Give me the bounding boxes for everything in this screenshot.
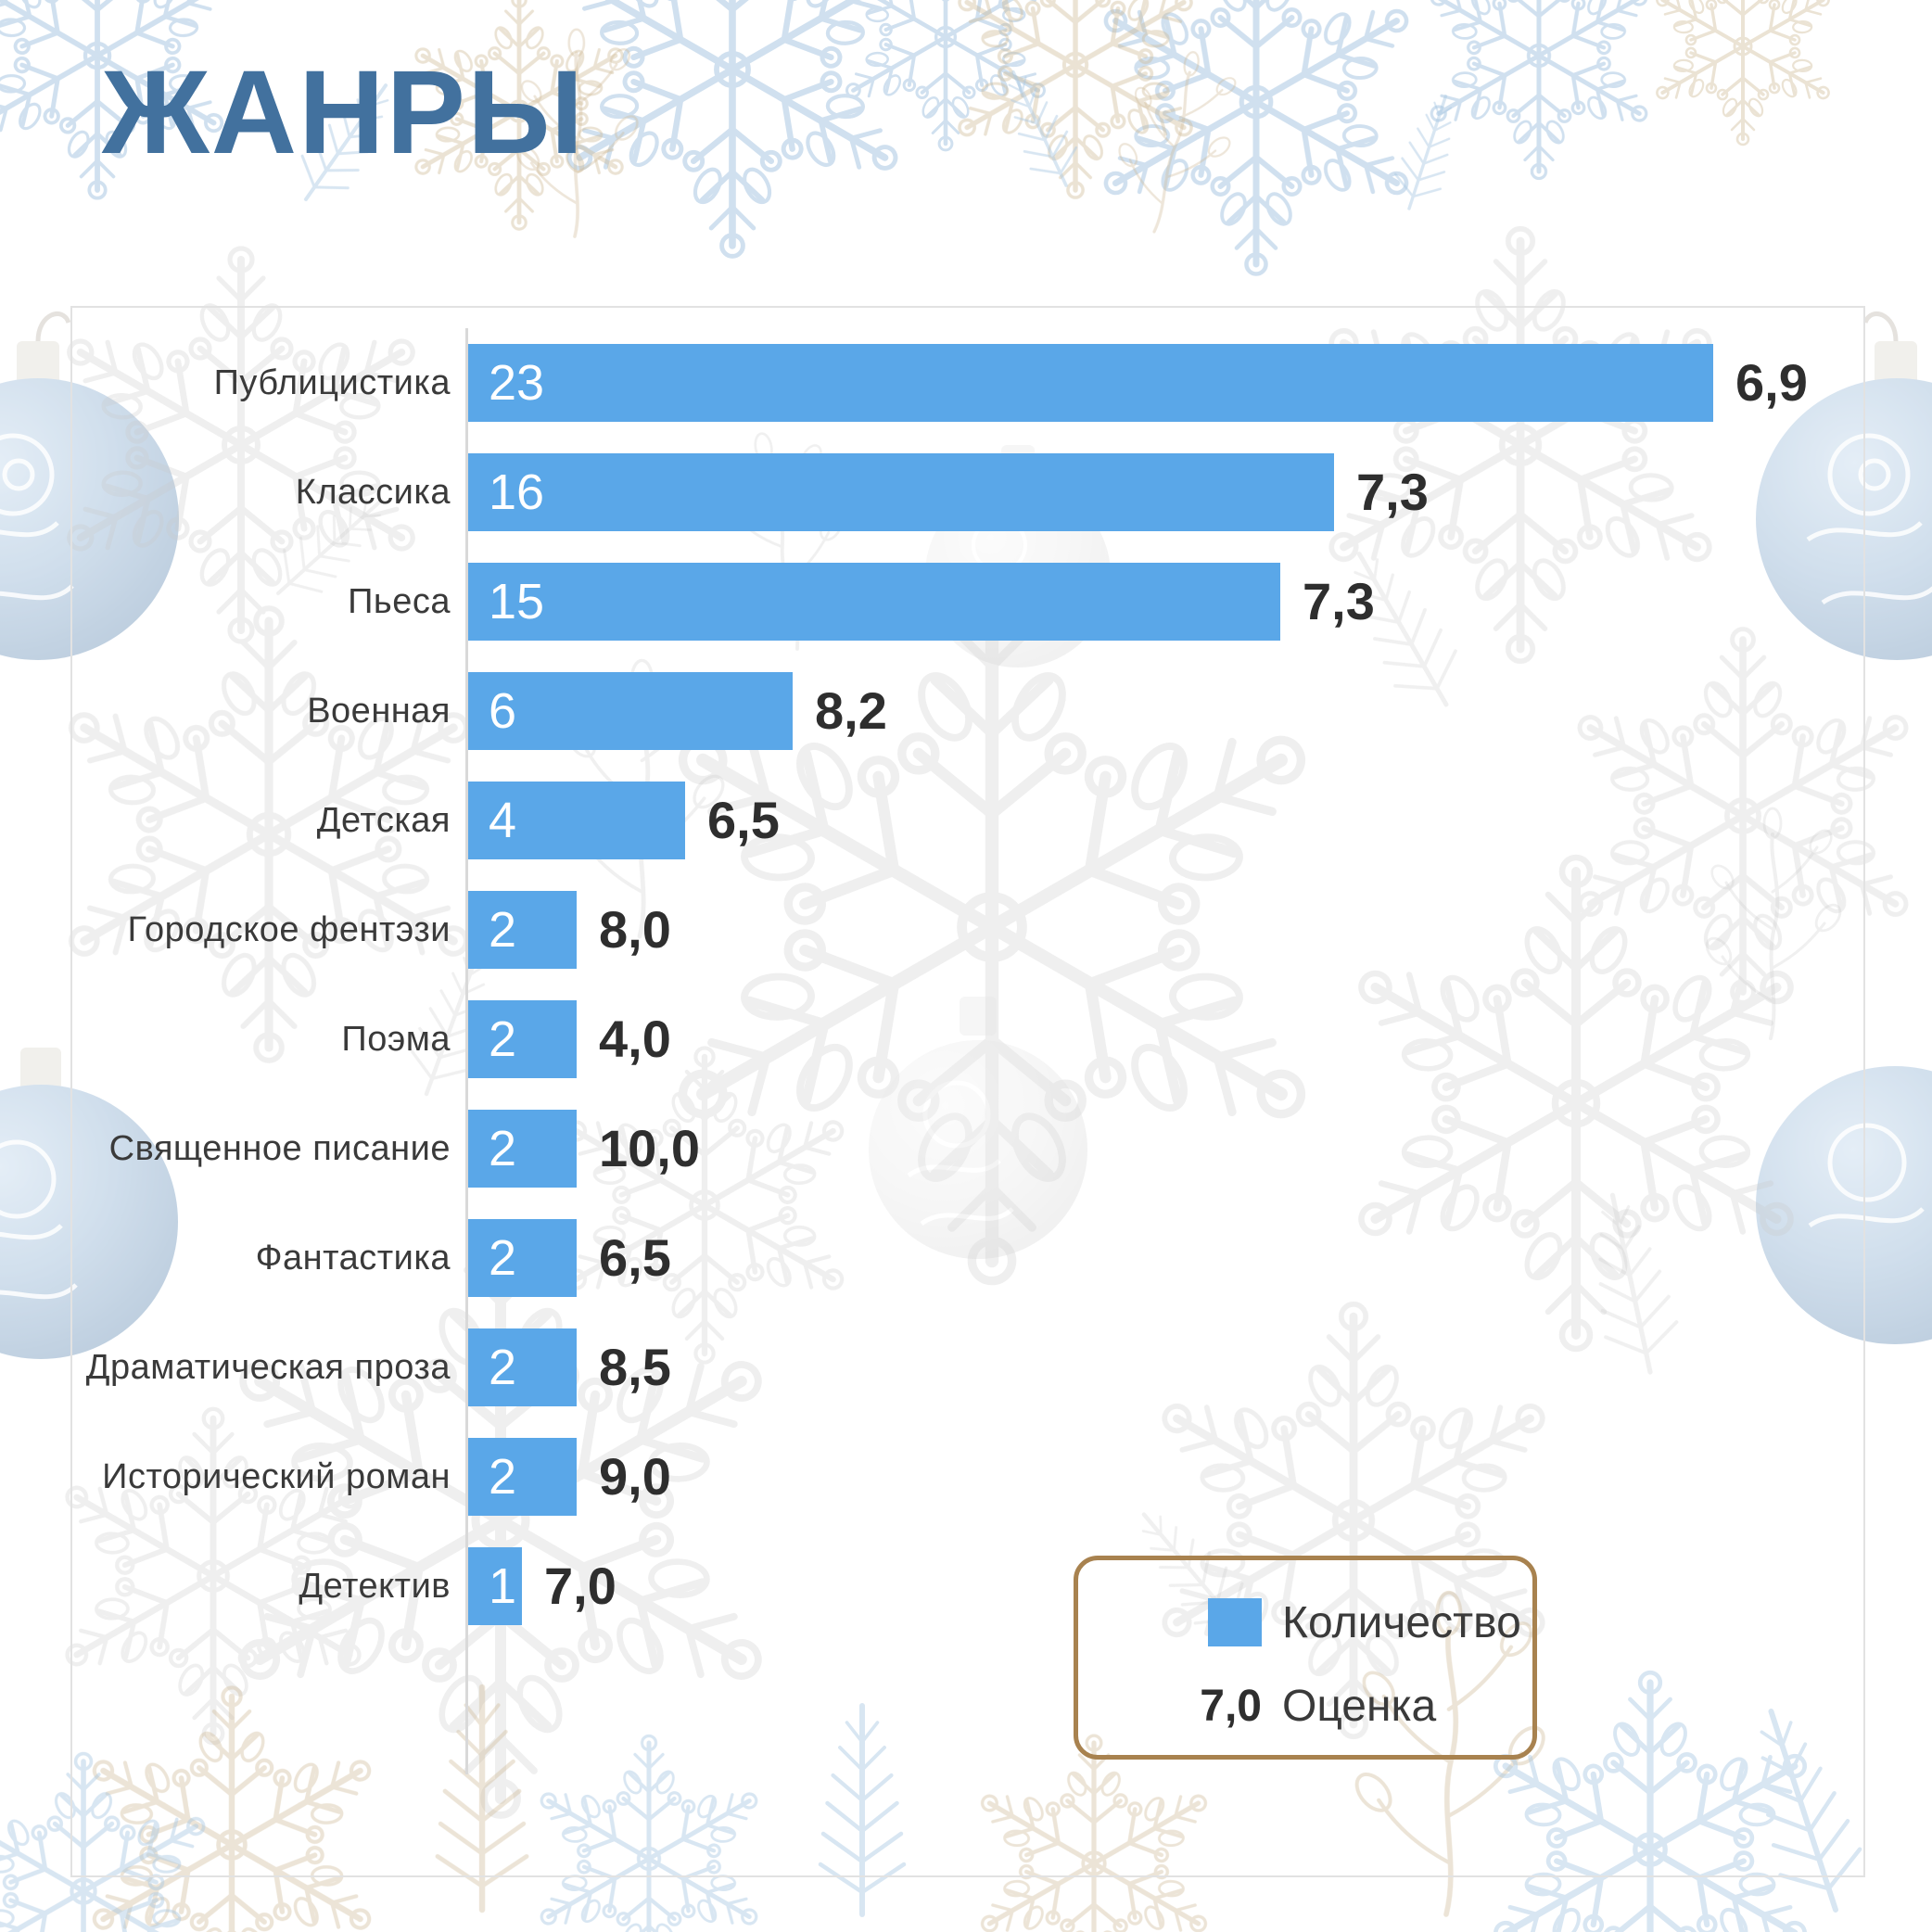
bar-count-value: 2 xyxy=(489,1121,517,1176)
bar-holder: 16 7,3 xyxy=(468,438,1429,547)
legend-item-score: 7,0 Оценка xyxy=(1078,1664,1532,1748)
legend-sample-score: 7,0 xyxy=(1200,1681,1262,1731)
chart-row: Детектив 1 7,0 xyxy=(72,1532,1867,1641)
count-bar[interactable]: 2 xyxy=(468,1219,577,1297)
category-label: Классика xyxy=(295,472,451,512)
score-value: 7,3 xyxy=(1303,572,1375,630)
chart-legend: Количество 7,0 Оценка xyxy=(1074,1556,1537,1760)
count-bar[interactable]: 6 xyxy=(468,672,793,750)
count-bar[interactable]: 2 xyxy=(468,891,577,969)
chart-row: Исторический роман 2 9,0 xyxy=(72,1422,1867,1532)
category-label: Фантастика xyxy=(255,1238,451,1277)
bar-count-value: 1 xyxy=(489,1558,517,1614)
category-label: Военная xyxy=(307,691,451,731)
count-bar[interactable]: 15 xyxy=(468,563,1280,641)
legend-label-score: Оценка xyxy=(1282,1681,1437,1731)
score-value: 10,0 xyxy=(599,1119,700,1177)
bar-holder: 23 6,9 xyxy=(468,328,1808,438)
count-bar[interactable]: 16 xyxy=(468,453,1334,531)
page-title: ЖАНРЫ xyxy=(102,46,586,179)
category-label: Детектив xyxy=(299,1566,451,1606)
category-label: Драматическая проза xyxy=(85,1347,451,1387)
bar-holder: 1 7,0 xyxy=(468,1532,616,1641)
bar-holder: 15 7,3 xyxy=(468,547,1375,656)
legend-key-count xyxy=(1078,1598,1282,1646)
chart-row: Классика 16 7,3 xyxy=(72,438,1867,547)
bar-count-value: 6 xyxy=(489,683,517,739)
bar-holder: 2 4,0 xyxy=(468,985,671,1094)
chart-row: Драматическая проза 2 8,5 xyxy=(72,1313,1867,1422)
bar-count-value: 2 xyxy=(489,902,517,958)
bar-holder: 2 9,0 xyxy=(468,1422,671,1532)
bar-count-value: 2 xyxy=(489,1340,517,1395)
score-value: 6,5 xyxy=(707,791,780,849)
bar-count-value: 2 xyxy=(489,1011,517,1067)
blue-square-swatch-icon xyxy=(1208,1598,1262,1646)
count-bar[interactable]: 2 xyxy=(468,1000,577,1078)
legend-label-count: Количество xyxy=(1282,1597,1521,1647)
score-value: 7,0 xyxy=(544,1557,616,1615)
category-label: Священное писание xyxy=(108,1128,451,1168)
category-label: Публицистика xyxy=(213,362,451,402)
category-label: Исторический роман xyxy=(102,1456,451,1496)
legend-item-count: Количество xyxy=(1078,1581,1532,1664)
count-bar[interactable]: 2 xyxy=(468,1110,577,1188)
bar-holder: 2 8,0 xyxy=(468,875,671,985)
chart-row: Военная 6 8,2 xyxy=(72,656,1867,766)
score-value: 8,0 xyxy=(599,900,671,959)
score-value: 8,2 xyxy=(815,681,887,740)
chart-row: Священное писание 2 10,0 xyxy=(72,1094,1867,1203)
count-bar[interactable]: 4 xyxy=(468,782,685,859)
count-bar[interactable]: 1 xyxy=(468,1547,522,1625)
category-label: Детская xyxy=(316,800,451,840)
score-value: 6,5 xyxy=(599,1228,671,1287)
bar-holder: 4 6,5 xyxy=(468,766,780,875)
legend-key-score: 7,0 xyxy=(1078,1681,1282,1732)
score-value: 7,3 xyxy=(1356,463,1429,521)
score-value: 8,5 xyxy=(599,1338,671,1396)
chart-row: Пьеса 15 7,3 xyxy=(72,547,1867,656)
bar-count-value: 15 xyxy=(489,574,545,629)
bar-chart-plot: Публицистика 23 6,9 Классика 16 7,3 Пьеса 15 7,3… xyxy=(72,308,1867,1879)
bar-holder: 6 8,2 xyxy=(468,656,887,766)
score-value: 4,0 xyxy=(599,1010,671,1068)
count-bar[interactable]: 2 xyxy=(468,1328,577,1406)
bar-count-value: 16 xyxy=(489,464,545,520)
bar-count-value: 23 xyxy=(489,355,545,411)
count-bar[interactable]: 2 xyxy=(468,1438,577,1516)
chart-row: Поэма 2 4,0 xyxy=(72,985,1867,1094)
category-label: Пьеса xyxy=(348,581,451,621)
score-value: 6,9 xyxy=(1735,353,1808,412)
bar-count-value: 4 xyxy=(489,793,517,848)
chart-row: Публицистика 23 6,9 xyxy=(72,328,1867,438)
chart-row: Городское фентэзи 2 8,0 xyxy=(72,875,1867,985)
score-value: 9,0 xyxy=(599,1447,671,1506)
category-label: Поэма xyxy=(341,1019,451,1059)
bar-count-value: 2 xyxy=(489,1449,517,1505)
bar-holder: 2 8,5 xyxy=(468,1313,671,1422)
bar-holder: 2 10,0 xyxy=(468,1094,700,1203)
category-label: Городское фентэзи xyxy=(127,909,451,949)
count-bar[interactable]: 23 xyxy=(468,344,1713,422)
bar-holder: 2 6,5 xyxy=(468,1203,671,1313)
chart-frame: Публицистика 23 6,9 Классика 16 7,3 Пьеса 15 7,3… xyxy=(70,306,1865,1877)
bar-count-value: 2 xyxy=(489,1230,517,1286)
chart-row: Фантастика 2 6,5 xyxy=(72,1203,1867,1313)
chart-row: Детская 4 6,5 xyxy=(72,766,1867,875)
